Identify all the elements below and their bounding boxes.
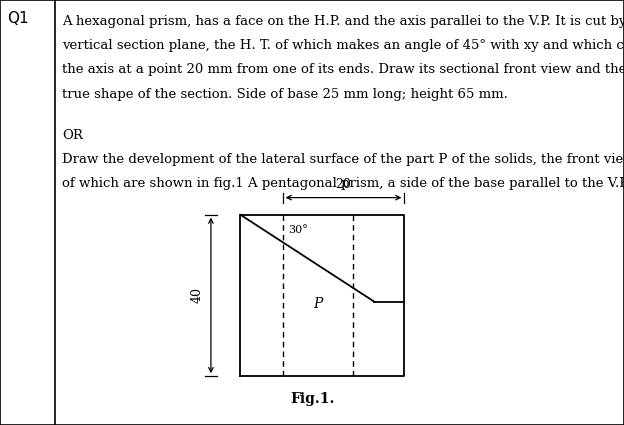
Text: OR: OR — [62, 129, 83, 142]
Text: vertical section plane, the H. T. of which makes an angle of 45° with xy and whi: vertical section plane, the H. T. of whi… — [62, 39, 624, 52]
Text: 20: 20 — [336, 178, 351, 191]
Text: Fig.1.: Fig.1. — [290, 392, 334, 406]
Text: Draw the development of the lateral surface of the part P of the solids, the fro: Draw the development of the lateral surf… — [62, 153, 624, 166]
Text: Q1: Q1 — [7, 11, 29, 26]
Text: of which are shown in fig.1 A pentagonal prism, a side of the base parallel to t: of which are shown in fig.1 A pentagonal… — [62, 177, 624, 190]
Text: 40: 40 — [191, 287, 203, 303]
Text: 30°: 30° — [288, 225, 308, 235]
Text: P: P — [313, 297, 323, 311]
Text: the axis at a point 20 mm from one of its ends. Draw its sectional front view an: the axis at a point 20 mm from one of it… — [62, 63, 624, 76]
Text: A hexagonal prism, has a face on the H.P. and the axis parallei to the V.P. It i: A hexagonal prism, has a face on the H.P… — [62, 15, 624, 28]
Text: true shape of the section. Side of base 25 mm long; height 65 mm.: true shape of the section. Side of base … — [62, 88, 509, 101]
